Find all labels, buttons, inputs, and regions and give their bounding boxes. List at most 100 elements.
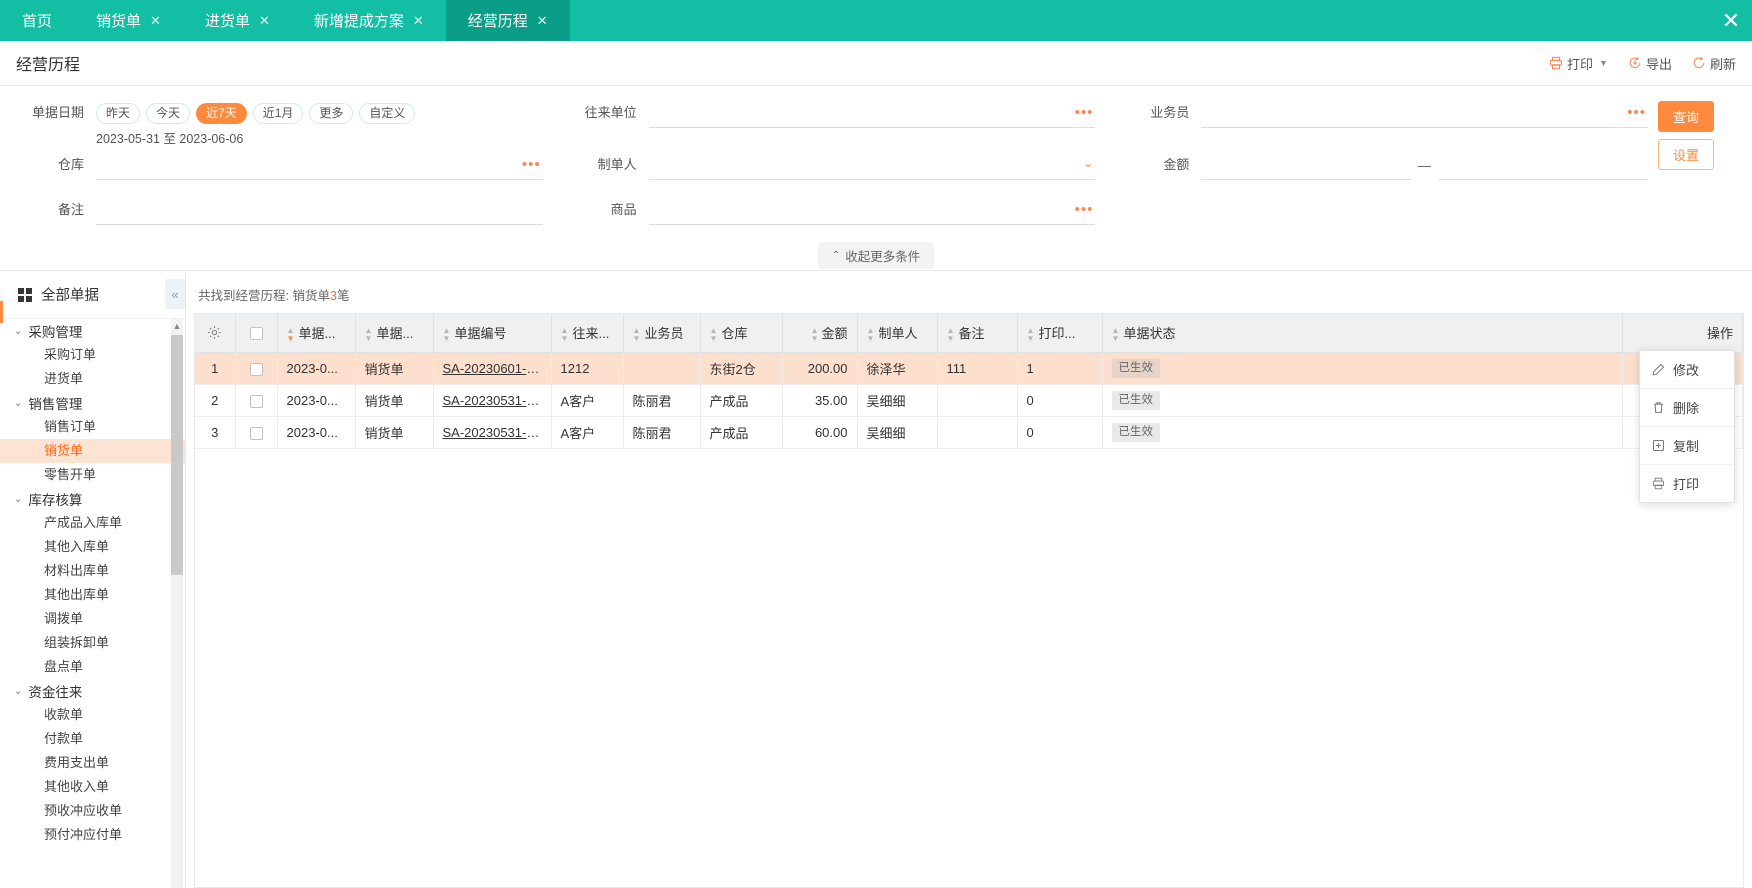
cell-docno[interactable]: SA-20230531-012 [433, 384, 552, 417]
tab-sales-order[interactable]: 销货单 ✕ [74, 0, 183, 41]
warehouse-input[interactable] [96, 157, 525, 172]
sidebar-item-retail-billing[interactable]: 零售开单 [44, 467, 97, 482]
sidebar-item-other-out[interactable]: 其他出库单 [44, 587, 110, 602]
salesman-input[interactable] [1201, 105, 1630, 120]
context-menu-item-delete[interactable]: 删除 [1640, 389, 1734, 427]
sidebar-group-funds[interactable]: ⌄ 资金往来 [0, 679, 185, 703]
date-chip-last7days[interactable]: 近7天 [196, 102, 247, 124]
sidebar-item-material-out[interactable]: 材料出库单 [44, 563, 110, 578]
tab-new-commission-plan[interactable]: 新增提成方案 ✕ [292, 0, 446, 41]
sidebar-group-inventory[interactable]: ⌄ 库存核算 [0, 487, 185, 511]
close-icon[interactable]: ✕ [150, 13, 161, 28]
close-icon[interactable]: ✕ [536, 13, 548, 28]
sort-icon[interactable]: ▲ ▼ [946, 325, 955, 343]
sidebar-item-transfer[interactable]: 调拨单 [44, 611, 84, 626]
header-remark[interactable]: ▲ ▼ 备注 [937, 314, 1018, 353]
date-chip-more[interactable]: 更多 [309, 102, 354, 124]
checkbox-icon[interactable] [249, 362, 263, 376]
sidebar-scrollbar-thumb[interactable] [171, 335, 183, 575]
refresh-button[interactable]: 刷新 [1692, 54, 1736, 73]
amount-to-input[interactable] [1438, 157, 1649, 172]
select-all-header[interactable] [235, 314, 278, 353]
checkbox-icon[interactable] [249, 426, 263, 440]
close-icon[interactable]: ✕ [412, 13, 424, 28]
sidebar-item-receipt[interactable]: 收款单 [44, 707, 84, 722]
close-icon[interactable]: ✕ [258, 13, 270, 28]
tab-purchase-order[interactable]: 进货单 ✕ [183, 0, 292, 41]
table-row[interactable]: 2 2023-0... 销货单 SA-20230531-012 A客户 陈丽君 … [195, 384, 1743, 417]
sidebar-item-finished-goods-in[interactable]: 产成品入库单 [44, 515, 123, 530]
scroll-up-icon[interactable]: ▲ [171, 319, 183, 333]
checkbox-icon[interactable] [249, 394, 263, 408]
sidebar-item-sales-invoice[interactable]: 销货单 [0, 439, 185, 463]
product-picker-icon[interactable]: ••• [1074, 201, 1094, 218]
remark-input[interactable] [96, 202, 525, 217]
cell-docno[interactable]: SA-20230601-001 [433, 352, 552, 385]
close-all-tabs-button[interactable]: ✕ [1721, 7, 1741, 33]
sidebar-group-sales[interactable]: ⌄ 销售管理 [0, 391, 185, 415]
setting-button[interactable]: 设置 [1658, 139, 1714, 170]
doc-link[interactable]: SA-20230531-011 [442, 424, 548, 440]
column-settings-header[interactable] [195, 314, 236, 353]
doc-link[interactable]: SA-20230531-012 [442, 392, 549, 408]
sidebar-item-expense[interactable]: 费用支出单 [44, 755, 110, 770]
sidebar-group-purchase[interactable]: ⌄ 采购管理 [0, 319, 185, 343]
sort-icon[interactable]: ▲ ▼ [1026, 325, 1035, 343]
table-row[interactable]: 3 2023-0... 销货单 SA-20230531-011 A客户 陈丽君 … [195, 416, 1743, 449]
sort-icon[interactable]: ▲ ▼ [810, 325, 819, 343]
sidebar-item-purchase-order[interactable]: 采购订单 [44, 347, 97, 362]
context-menu-item-edit[interactable]: 修改 [1640, 351, 1734, 389]
sidebar-collapse-button[interactable]: « [165, 279, 185, 309]
header-maker[interactable]: ▲ ▼ 制单人 [857, 314, 938, 353]
header-docno[interactable]: ▲ ▼ 单据编号 [433, 314, 552, 353]
header-warehouse[interactable]: ▲ ▼ 仓库 [700, 314, 783, 353]
header-printcount[interactable]: ▲ ▼ 打印... [1017, 314, 1103, 353]
collapse-more-conditions-button[interactable]: ⌃ 收起更多条件 [817, 241, 935, 269]
warehouse-picker-icon[interactable]: ••• [521, 156, 541, 173]
sort-icon[interactable]: ▲ ▼ [286, 325, 295, 343]
date-range-text[interactable]: 2023-05-31 至 2023-06-06 [96, 132, 244, 146]
amount-from-input[interactable] [1201, 157, 1411, 172]
row-checkbox-cell[interactable] [235, 352, 278, 385]
sidebar-item-payment[interactable]: 付款单 [44, 731, 84, 746]
date-chip-custom[interactable]: 自定义 [359, 102, 416, 124]
cell-docno[interactable]: SA-20230531-011 [433, 416, 552, 449]
sort-icon[interactable]: ▲ ▼ [709, 325, 718, 343]
product-input[interactable] [648, 202, 1078, 217]
query-button[interactable]: 查询 [1658, 101, 1714, 132]
header-amount[interactable]: ▲ ▼ 金额 [782, 314, 858, 353]
header-status[interactable]: ▲ ▼ 单据状态 [1102, 314, 1623, 353]
sort-icon[interactable]: ▲ ▼ [442, 325, 451, 343]
header-date[interactable]: ▲ ▼ 单据... [277, 314, 356, 353]
sidebar-item-advance-receipt-offset[interactable]: 预收冲应收单 [44, 803, 123, 818]
sort-icon[interactable]: ▲ ▼ [866, 325, 875, 343]
doc-link[interactable]: SA-20230601-001 [442, 360, 549, 376]
partner-input[interactable] [648, 105, 1078, 120]
partner-picker-icon[interactable]: ••• [1074, 104, 1094, 121]
sidebar-item-stocktake[interactable]: 盘点单 [44, 659, 84, 674]
row-checkbox-cell[interactable] [235, 384, 278, 417]
sidebar-item-goods-receipt[interactable]: 进货单 [44, 371, 84, 386]
chevron-down-icon[interactable]: ⌄ [1083, 156, 1094, 170]
sort-icon[interactable]: ▲ ▼ [632, 325, 641, 343]
sidebar-item-sales-order[interactable]: 销售订单 [44, 419, 97, 434]
header-type[interactable]: ▲ ▼ 单据... [355, 314, 434, 353]
sort-icon[interactable]: ▲ ▼ [1111, 325, 1120, 343]
sidebar-item-assembly[interactable]: 组装拆卸单 [44, 635, 110, 650]
table-row[interactable]: 1 2023-0... 销货单 SA-20230601-001 1212 东街2… [195, 352, 1743, 385]
export-button[interactable]: 导出 [1628, 54, 1672, 73]
salesman-picker-icon[interactable]: ••• [1627, 104, 1646, 121]
tab-home[interactable]: 首页 [0, 0, 74, 41]
context-menu-item-copy[interactable]: 复制 [1640, 427, 1734, 465]
gear-icon[interactable] [204, 325, 226, 340]
sidebar-header[interactable]: 全部单据 [0, 271, 185, 319]
date-chip-last1month[interactable]: 近1月 [252, 102, 304, 124]
checkbox-icon[interactable] [249, 327, 263, 341]
chevron-down-icon[interactable]: ▼ [1599, 58, 1608, 68]
tab-business-history[interactable]: 经营历程 ✕ [445, 0, 570, 41]
date-chip-yesterday[interactable]: 昨天 [96, 102, 141, 124]
date-chip-today[interactable]: 今天 [146, 102, 191, 124]
sidebar-item-advance-payment-offset[interactable]: 预付冲应付单 [44, 827, 123, 842]
maker-input[interactable] [648, 157, 1078, 172]
header-partner[interactable]: ▲ ▼ 往来... [551, 314, 624, 353]
